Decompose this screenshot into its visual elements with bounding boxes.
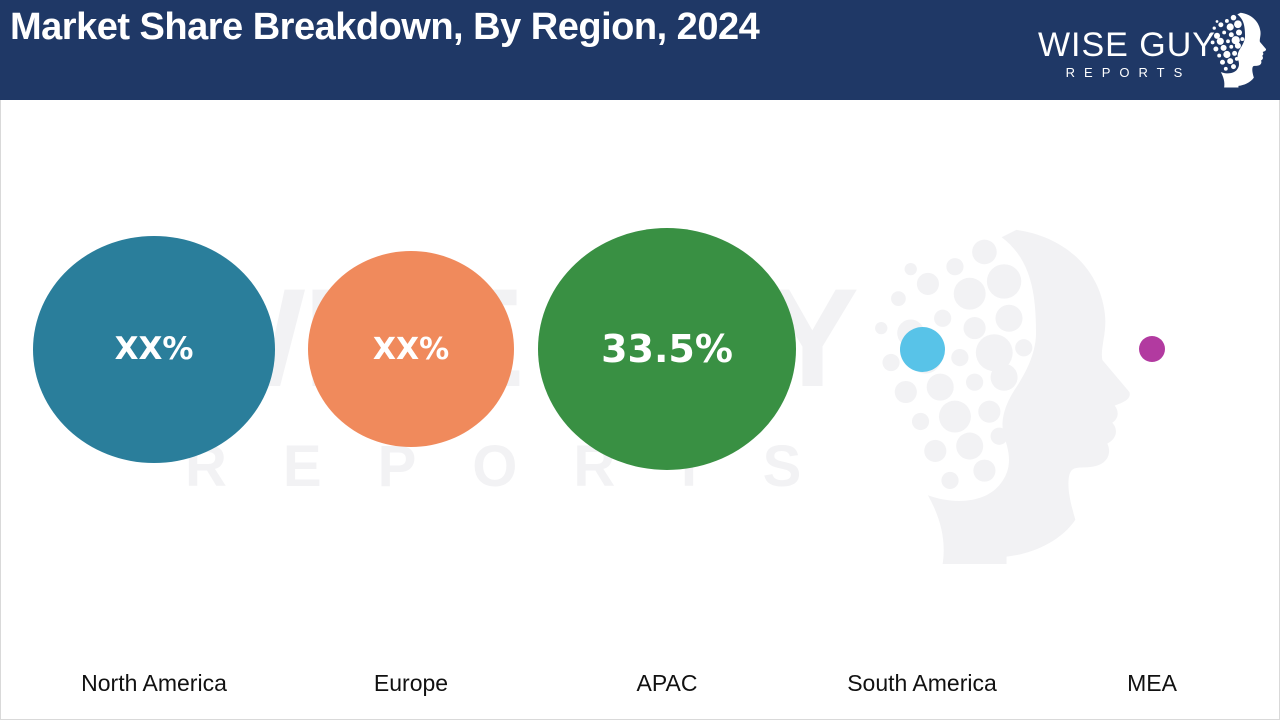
bubble-value-apac: 33.5% [601,327,733,371]
bubble-chart: WISE GUY REPORTS XX% XX% 33.5% North Ameri… [0,100,1280,720]
bubble-europe: XX% [308,251,514,447]
dotted-head-icon [1209,12,1267,88]
bubble-value-north-america: XX% [114,331,194,367]
logo-subtitle: REPORTS [1065,65,1192,80]
category-label-south-america: South America [847,670,997,696]
category-label-europe: Europe [373,670,449,696]
page-title: Market Share Breakdown, By Region, 2024 [10,6,760,48]
bubble-south-america [899,326,945,372]
header: Market Share Breakdown, By Region, 2024 … [0,0,1280,100]
category-label-apac: APAC [636,670,698,696]
bubble-north-america: XX% [33,235,275,463]
bubble-mea [1139,336,1165,362]
category-label-north-america: North America [81,670,227,696]
bubble-apac: 33.5% [538,228,796,470]
bubble-value-europe: XX% [372,331,450,367]
logo-wordmark: WISE GUY [1037,26,1216,64]
watermark-subtitle: REPORTS [185,434,858,499]
category-label-mea: MEA [1127,670,1177,696]
logo-text: WISE GUY REPORTS [1038,28,1216,80]
watermark-head-icon [875,229,1130,564]
brand-logo: WISE GUY REPORTS [1038,6,1272,92]
